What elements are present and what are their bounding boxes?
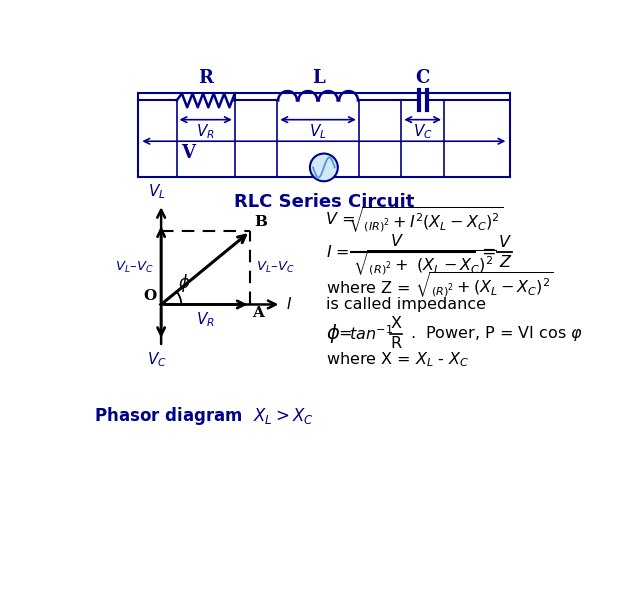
Text: .  Power, P = VI cos $\varphi$: . Power, P = VI cos $\varphi$ <box>405 324 583 343</box>
Text: V: V <box>499 235 510 250</box>
Text: V =: V = <box>326 212 361 227</box>
Text: L: L <box>312 69 325 87</box>
Text: $V_R$: $V_R$ <box>197 311 215 329</box>
Text: =: = <box>339 326 362 341</box>
Text: $V_L$: $V_L$ <box>149 183 166 201</box>
Text: is called impedance: is called impedance <box>326 297 486 312</box>
Text: $I$ =: $I$ = <box>326 244 350 260</box>
Text: $V_L–V_C$: $V_L–V_C$ <box>256 260 295 275</box>
Text: $V_L$: $V_L$ <box>309 122 327 141</box>
Text: $V_C$: $V_C$ <box>413 122 433 141</box>
Text: O: O <box>143 289 156 303</box>
Text: where Z = $\sqrt{_{(R)^2} +(X_L-X_C)^2}$: where Z = $\sqrt{_{(R)^2} +(X_L-X_C)^2}$ <box>326 270 554 300</box>
Text: Phasor diagram  $X_L$$>$$X_C$: Phasor diagram $X_L$$>$$X_C$ <box>94 405 313 427</box>
Text: where X = $X_L$ - $X_C$: where X = $X_L$ - $X_C$ <box>326 350 470 369</box>
Text: $V_C$: $V_C$ <box>147 350 167 369</box>
Text: C: C <box>415 69 430 87</box>
Text: B: B <box>254 215 267 229</box>
Text: X: X <box>390 316 401 331</box>
Text: Z: Z <box>499 254 510 270</box>
Text: $\phi$: $\phi$ <box>326 322 341 345</box>
Text: $\sqrt{_{(R)^2}+\ (X_L-X_C)^2}$: $\sqrt{_{(R)^2}+\ (X_L-X_C)^2}$ <box>353 249 496 279</box>
Text: V: V <box>390 234 401 249</box>
Bar <box>138 93 510 177</box>
Text: V: V <box>181 144 195 161</box>
Text: =: = <box>481 243 496 261</box>
Text: $\phi$: $\phi$ <box>178 272 191 294</box>
Text: $I$: $I$ <box>286 296 292 313</box>
Text: $V_R$: $V_R$ <box>197 122 215 141</box>
Text: $tan^{-1}$: $tan^{-1}$ <box>350 324 394 343</box>
Circle shape <box>310 154 338 181</box>
Text: $V_L–V_C$: $V_L–V_C$ <box>115 260 153 275</box>
Text: $\sqrt{_{(IR)^2}+I^2(X_L - X_C)^2}$: $\sqrt{_{(IR)^2}+I^2(X_L - X_C)^2}$ <box>348 205 503 235</box>
Text: A: A <box>253 306 264 320</box>
Text: R: R <box>198 69 213 87</box>
Text: RLC Series Circuit: RLC Series Circuit <box>234 193 414 211</box>
Text: R: R <box>390 336 401 351</box>
